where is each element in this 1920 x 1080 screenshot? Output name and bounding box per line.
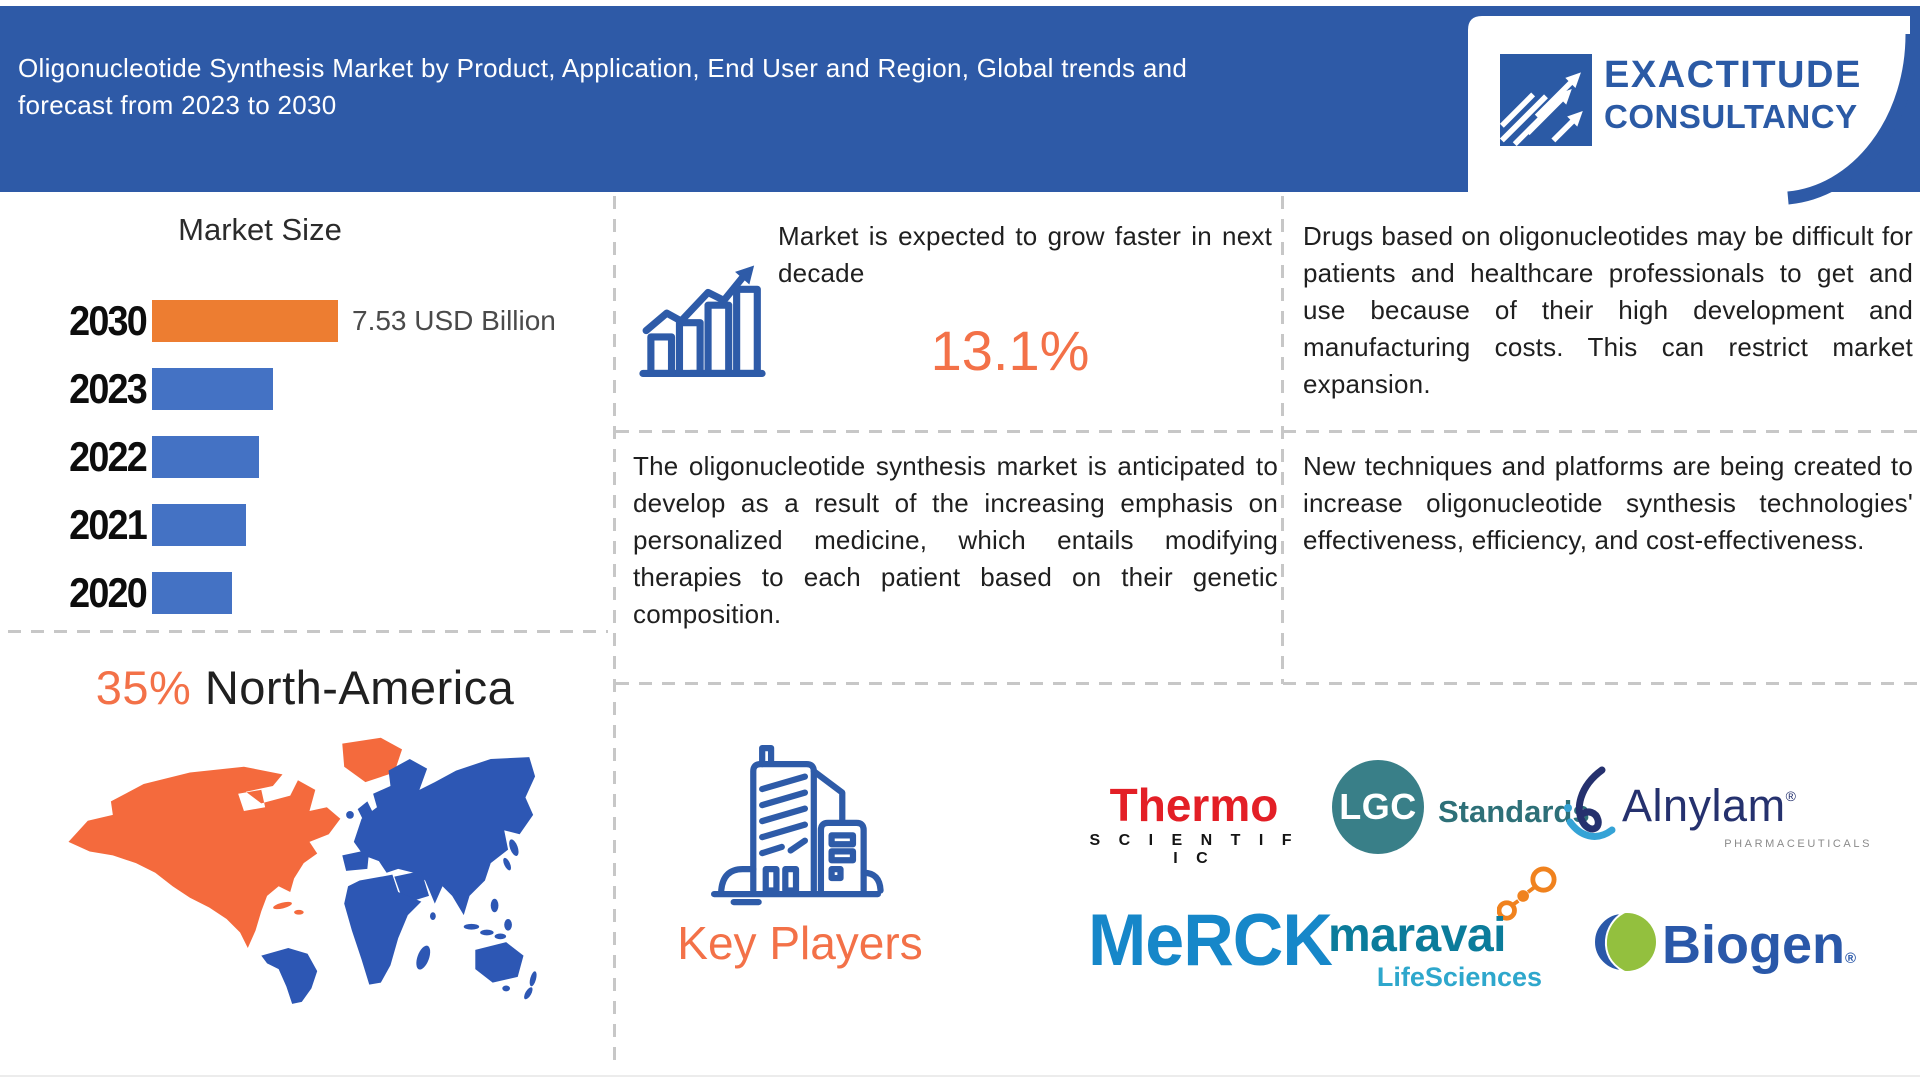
bar-row: 2020 [58,569,556,616]
map-greenland [342,737,403,783]
bar-year-label: 2020 [69,569,148,616]
driver-paragraph: The oligonucleotide synthesis market is … [633,451,1278,629]
exactitude-logo-box: EXACTITUDE CONSULTANCY [1462,10,1920,210]
bar-row: 2021 [58,501,556,548]
maravai-molecule-icon [1497,866,1557,921]
region-name: North-America [204,661,515,714]
growth-chart-icon [639,265,766,378]
bar-year-label: 2022 [69,433,148,480]
bar [152,436,259,478]
lgc-standards-label: Standards [1438,794,1590,829]
bottom-edge-line [0,1075,1920,1077]
logo-biogen: Biogen® [1662,914,1856,976]
alnylam-swoosh-icon [1564,766,1616,840]
map-australia [475,942,524,983]
map-africa [344,874,422,985]
bar-row: 2022 [58,433,556,480]
map-eurasia [353,757,536,916]
bar-year-label: 2023 [69,365,148,412]
map-south-america [261,947,318,1004]
thermo-wordmark: Thermo [1109,779,1279,831]
divider-horizontal-mid [616,682,1920,685]
bar [152,504,246,546]
growth-statement: Market is expected to grow faster in nex… [778,221,1272,288]
logo-merck: MeRCK [1088,899,1333,981]
bar-value-label: 7.53 USD Billion [352,305,556,336]
divider-vertical-right [1281,196,1284,684]
bar-year-label: 2030 [69,297,148,344]
region-headline: 35% North-America [15,660,595,715]
bar-row: 2023 [58,365,556,412]
alnylam-wordmark: Alnylam® [1622,780,1796,832]
region-share: 35% [95,661,192,714]
innovation-paragraph: New techniques and platforms are being c… [1303,451,1913,555]
market-size-chart: 2030 7.53 USD Billion 2023 2022 2021 2020 [58,297,556,640]
world-map [68,737,537,1004]
divider-vertical-left [613,196,616,1068]
map-north-america [68,766,341,948]
key-players-building-icon [711,745,884,906]
page-title-line2: forecast from 2023 to 2030 [18,90,337,120]
maravai-lifesciences-sub: LifeSciences [1376,962,1542,992]
lgc-badge: LGC [1332,760,1424,854]
chart-title: Market Size [178,212,342,247]
page-title: Oligonucleotide Synthesis Market by Prod… [18,50,1358,124]
biogen-name: Biogen [1662,915,1845,975]
restraint-paragraph: Drugs based on oligonucleotides may be d… [1303,221,1913,399]
maravai-wordmark: maravai [1328,909,1506,962]
bar [152,572,232,614]
bar [152,368,273,410]
bar-year-label: 2021 [69,501,148,548]
alnylam-registered-mark: ® [1785,788,1797,804]
logo-name-line1: EXACTITUDE [1604,54,1862,96]
biogen-registered-mark: ® [1845,950,1857,967]
logo-name-line2: CONSULTANCY [1604,98,1858,135]
page-title-line1: Oligonucleotide Synthesis Market by Prod… [18,53,1188,83]
bar [152,300,338,342]
divider-horizontal-top [616,430,1920,433]
biogen-sphere-icon [1593,911,1656,973]
thermo-scientific-sub: S C I E N T I F I C [1089,832,1299,867]
logo-thermo-scientific: Thermo S C I E N T I F I C [1085,782,1303,868]
exactitude-arrows-icon [1500,54,1592,146]
alnylam-pharmaceuticals-sub: PHARMACEUTICALS [1724,838,1872,850]
key-players-label: Key Players [677,917,923,969]
divider-horizontal-chart [8,630,608,633]
bar-row: 2030 7.53 USD Billion [58,297,556,344]
alnylam-name: Alnylam [1622,780,1786,831]
cagr-value: 13.1% [930,319,1090,382]
